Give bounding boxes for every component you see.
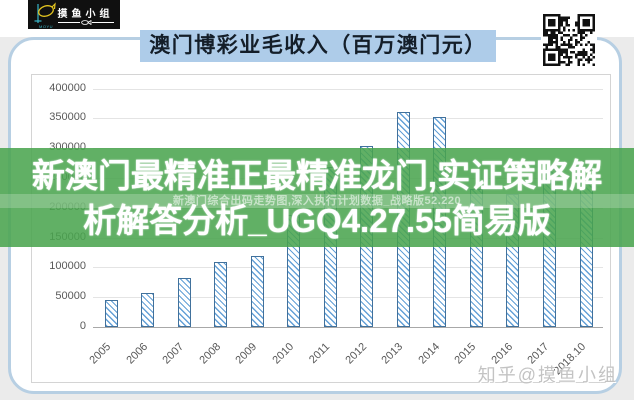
bar-2006 xyxy=(141,293,155,327)
faint-watermark-band: 新澳门综合出码走势图,深入执行计划数据_战略版52.220 xyxy=(0,194,634,208)
bar-2007 xyxy=(177,277,191,327)
promo-overlay-text: 新澳门最精准正最精准龙门,实证策略解 析解答分析_UGQ4.27.55简易版 xyxy=(0,153,634,243)
y-axis-tick-label: 400000 xyxy=(49,81,86,94)
y-axis-tick-label: 0 xyxy=(79,320,86,332)
bar-2008 xyxy=(214,262,228,327)
bar-2009 xyxy=(250,255,264,327)
promo-line-2: 析解答分析_UGQ4.27.55简易版 xyxy=(83,202,551,239)
x-axis-line xyxy=(93,327,603,328)
bar-2005 xyxy=(104,299,118,327)
gridline xyxy=(93,297,603,299)
gridline xyxy=(93,88,603,90)
logo-badge: MOYU 摸鱼小组 xyxy=(28,0,120,29)
promo-line-1: 新澳门最精准正最精准龙门,实证策略解 xyxy=(31,157,603,194)
gridline xyxy=(93,267,603,269)
logo-subtext: MOYU xyxy=(39,23,53,29)
zhihu-watermark: 知乎@摸鱼小组 xyxy=(477,365,618,385)
logo-text: 摸鱼小组 xyxy=(57,8,114,20)
promo-overlay-banner: 新澳门综合出码走势图,深入执行计划数据_战略版52.220 新澳门最精准正最精准… xyxy=(0,148,634,247)
y-axis-tick-label: 350000 xyxy=(49,111,86,124)
y-axis-tick-label: 50000 xyxy=(55,290,86,303)
logo-divider xyxy=(57,19,114,25)
qr-code xyxy=(541,10,597,70)
gridline xyxy=(93,118,603,120)
small-fish-icon xyxy=(79,19,92,25)
fish-hook-icon: MOYU xyxy=(32,1,56,29)
chart-title: 澳门博彩业毛收入（百万澳门元） xyxy=(140,30,496,62)
y-axis-tick-label: 100000 xyxy=(49,260,86,273)
